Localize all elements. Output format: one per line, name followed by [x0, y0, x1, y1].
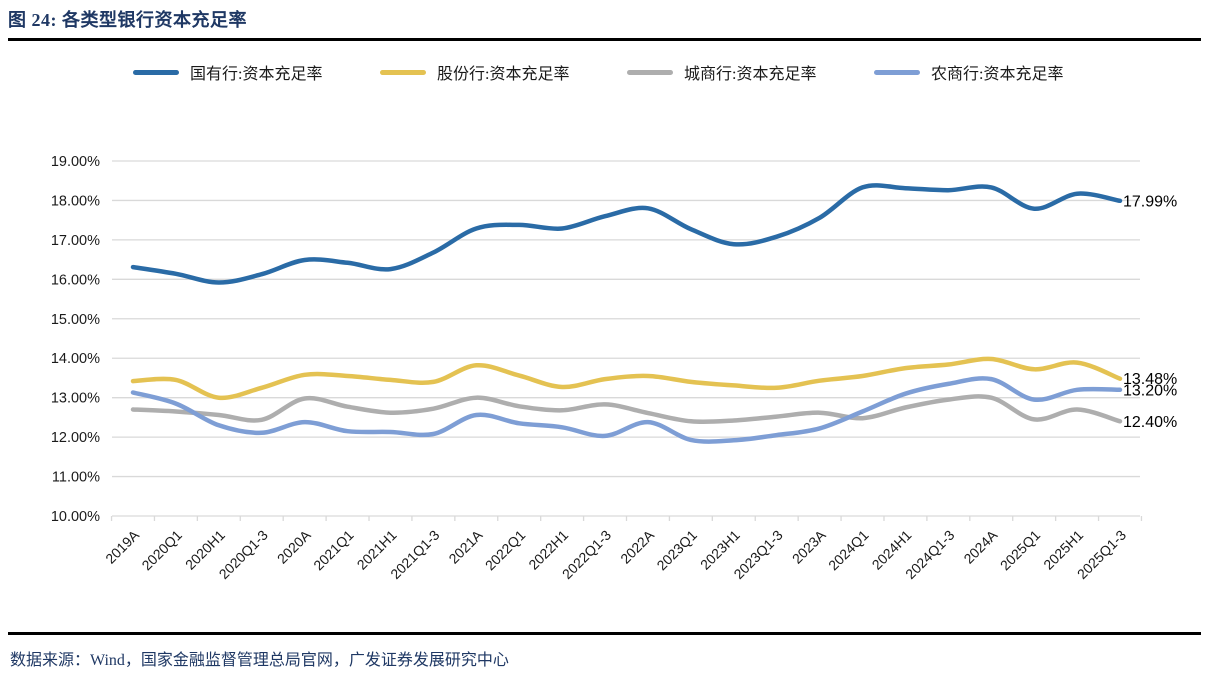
- svg-text:13.48%: 13.48%: [1123, 371, 1177, 388]
- data-source-note: 数据来源：Wind，国家金融监督管理总局官网，广发证券发展研究中心: [10, 652, 509, 669]
- legend-line-swatch: [380, 69, 426, 75]
- svg-text:2021A: 2021A: [445, 526, 485, 566]
- svg-text:13.20%: 13.20%: [1123, 382, 1177, 399]
- legend-item-gufenhang: 股份行:资本充足率: [380, 60, 627, 84]
- svg-text:2022A: 2022A: [617, 526, 657, 566]
- legend-line-swatch: [874, 69, 920, 75]
- svg-text:11.00%: 11.00%: [52, 470, 100, 486]
- svg-text:15.00%: 15.00%: [51, 312, 100, 328]
- svg-text:2021Q1: 2021Q1: [310, 527, 357, 574]
- chart-canvas: 10.00% 11.00% 12.00% 13.00% 14.00% 15.00% 16.0…: [51, 154, 1177, 582]
- svg-text:12.00%: 12.00%: [51, 430, 100, 446]
- figure-title: 图 24: 各类型银行资本充足率: [8, 10, 247, 30]
- legend-label: 农商行:资本充足率: [931, 66, 1064, 83]
- legend-line-swatch: [133, 69, 179, 75]
- title-divider-rule: [8, 38, 1201, 41]
- footer-divider-rule: [8, 632, 1201, 635]
- svg-text:16.00%: 16.00%: [51, 272, 100, 288]
- svg-text:2023A: 2023A: [789, 526, 829, 566]
- svg-text:14.00%: 14.00%: [51, 351, 100, 367]
- legend-item-guoyouhang: 国有行:资本充足率: [133, 60, 380, 84]
- svg-text:18.00%: 18.00%: [51, 193, 100, 209]
- svg-text:12.40%: 12.40%: [1123, 414, 1177, 431]
- svg-text:2024A: 2024A: [960, 526, 1000, 566]
- svg-text:2022Q1: 2022Q1: [482, 527, 529, 574]
- svg-text:2025Q1: 2025Q1: [997, 527, 1044, 574]
- svg-text:2020A: 2020A: [274, 526, 314, 566]
- legend-item-chengshanghang: 城商行:资本充足率: [627, 60, 874, 84]
- svg-text:13.00%: 13.00%: [51, 391, 100, 407]
- svg-text:2024Q1: 2024Q1: [825, 527, 872, 574]
- svg-text:2019A: 2019A: [102, 526, 142, 566]
- svg-text:17.00%: 17.00%: [51, 233, 100, 249]
- legend-label: 股份行:资本充足率: [437, 66, 570, 83]
- svg-text:17.99%: 17.99%: [1123, 193, 1177, 210]
- line-chart: 10.00% 11.00% 12.00% 13.00% 14.00% 15.00% 16.0…: [51, 154, 1177, 582]
- svg-text:10.00%: 10.00%: [51, 509, 100, 525]
- legend-label: 城商行:资本充足率: [684, 66, 817, 83]
- svg-text:2020Q1: 2020Q1: [138, 527, 185, 574]
- legend-item-nongshanghang: 农商行:资本充足率: [874, 60, 1121, 84]
- legend-line-swatch: [627, 69, 673, 75]
- chart-legend: 国有行:资本充足率 股份行:资本充足率 城商行:资本充足率 农商行:资本充足率: [133, 60, 1121, 84]
- legend-label: 国有行:资本充足率: [190, 66, 323, 83]
- svg-text:2023Q1: 2023Q1: [653, 527, 700, 574]
- svg-text:19.00%: 19.00%: [51, 154, 100, 170]
